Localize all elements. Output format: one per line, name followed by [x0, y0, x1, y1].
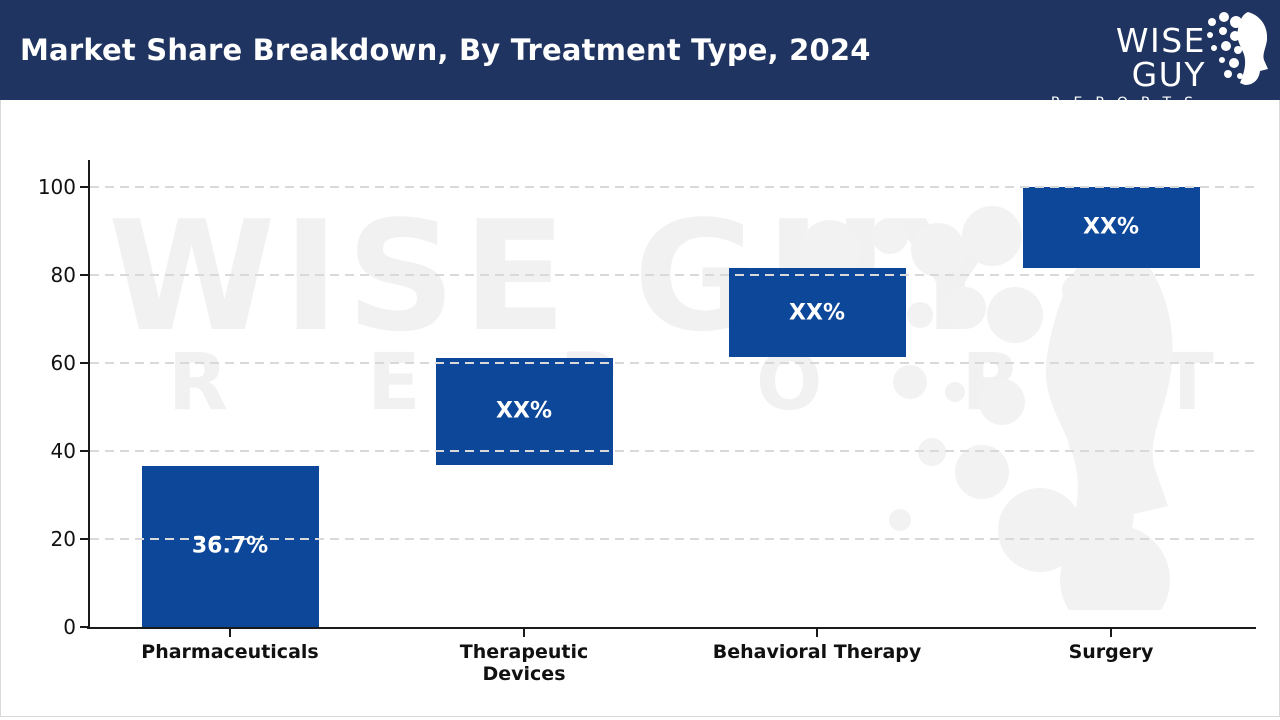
gridline	[90, 450, 1256, 452]
bar-value-label: XX%	[1083, 214, 1139, 240]
y-tick-label: 100	[37, 175, 76, 199]
bar-value-label: XX%	[496, 398, 552, 424]
y-axis-tick	[80, 626, 88, 628]
x-axis-tick	[523, 629, 525, 637]
bar-surgery	[1022, 187, 1200, 268]
y-tick-label: 80	[50, 263, 76, 287]
bar-pharmaceuticals	[141, 465, 319, 627]
x-axis-line	[87, 627, 1256, 629]
bar-value-label: XX%	[789, 300, 845, 326]
header-bar: Market Share Breakdown, By Treatment Typ…	[0, 0, 1280, 111]
y-axis-line	[88, 160, 90, 629]
category-label: Behavioral Therapy	[712, 641, 922, 663]
gridline	[90, 186, 1256, 188]
bar-therapeutic-devices	[435, 357, 613, 466]
category-label: Surgery	[1068, 641, 1154, 663]
y-tick-label: 40	[50, 439, 76, 463]
y-tick-label: 60	[50, 351, 76, 375]
y-tick-label: 0	[63, 615, 76, 639]
bar-behavioral-therapy	[728, 267, 906, 358]
y-axis-tick	[80, 186, 88, 188]
watermark-dotted-head-motif	[800, 206, 1173, 610]
gridline	[90, 362, 1256, 364]
logo-dotted-head-icon	[1207, 12, 1268, 85]
y-axis-tick	[80, 362, 88, 364]
page-title: Market Share Breakdown, By Treatment Typ…	[20, 33, 871, 67]
x-axis-tick	[229, 629, 231, 637]
y-axis-tick	[80, 274, 88, 276]
bar-value-label: 36.7%	[191, 533, 269, 559]
y-axis-tick	[80, 538, 88, 540]
category-label: Pharmaceuticals	[141, 641, 319, 663]
gridline	[90, 274, 1256, 276]
x-axis-tick	[1110, 629, 1112, 637]
logo-wiseguy-text: WISE GUY	[1115, 21, 1206, 94]
x-axis-tick	[816, 629, 818, 637]
logo-reports-text: REPORTS	[1050, 95, 1206, 111]
gridline	[90, 538, 1256, 540]
brand-logo: WISE GUY REPORTS	[1032, 0, 1272, 111]
y-axis-tick	[80, 450, 88, 452]
category-label: Therapeutic Devices	[459, 641, 589, 685]
y-tick-label: 20	[50, 527, 76, 551]
